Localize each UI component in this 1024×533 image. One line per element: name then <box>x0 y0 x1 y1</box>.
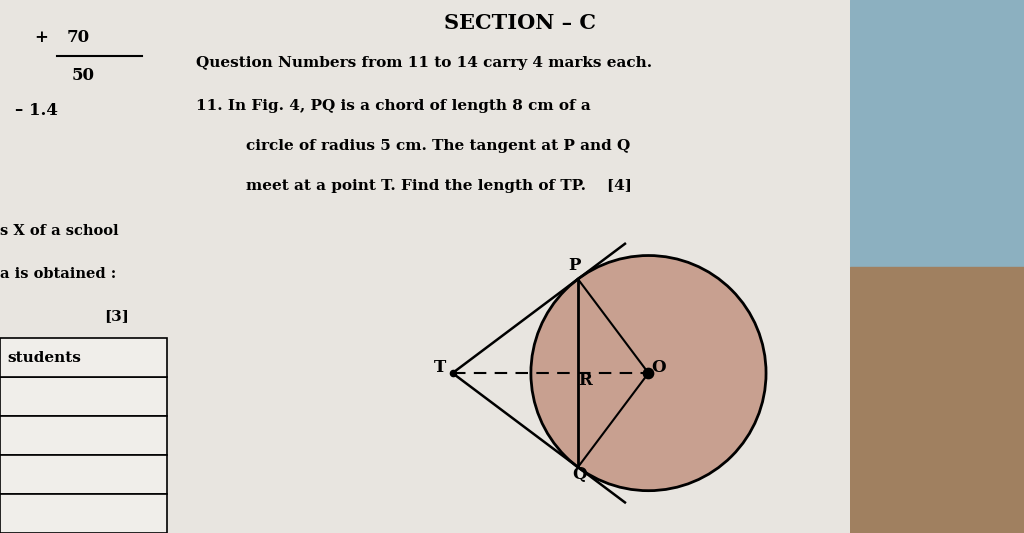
Point <box>444 369 461 377</box>
Text: circle of radius 5 cm. The tangent at P and Q: circle of radius 5 cm. The tangent at P … <box>246 139 630 152</box>
Text: SECTION – C: SECTION – C <box>443 13 596 34</box>
FancyBboxPatch shape <box>0 377 167 416</box>
Text: 70: 70 <box>67 29 89 46</box>
Text: T: T <box>433 359 445 376</box>
Text: Q: Q <box>571 466 587 483</box>
Text: 11. In Fig. 4, PQ is a chord of length 8 cm of a: 11. In Fig. 4, PQ is a chord of length 8… <box>196 99 591 112</box>
FancyBboxPatch shape <box>0 455 167 494</box>
Point <box>640 369 656 377</box>
FancyBboxPatch shape <box>0 494 167 533</box>
FancyBboxPatch shape <box>0 338 167 377</box>
Text: Question Numbers from 11 to 14 carry 4 marks each.: Question Numbers from 11 to 14 carry 4 m… <box>196 56 652 70</box>
Text: O: O <box>651 359 666 376</box>
Text: students: students <box>7 351 82 365</box>
Text: a is obtained :: a is obtained : <box>0 266 117 280</box>
Circle shape <box>530 255 766 491</box>
Bar <box>850 266 1024 533</box>
FancyBboxPatch shape <box>0 416 167 455</box>
Text: – 1.4: – 1.4 <box>15 102 58 119</box>
Text: +: + <box>34 29 48 46</box>
Bar <box>850 0 1024 266</box>
Text: [3]: [3] <box>104 309 129 323</box>
Text: 50: 50 <box>72 67 95 84</box>
Text: P: P <box>568 257 581 274</box>
Text: R: R <box>579 373 592 389</box>
Text: s X of a school: s X of a school <box>0 224 119 238</box>
Text: meet at a point T. Find the length of TP.    [4]: meet at a point T. Find the length of TP… <box>246 179 632 192</box>
